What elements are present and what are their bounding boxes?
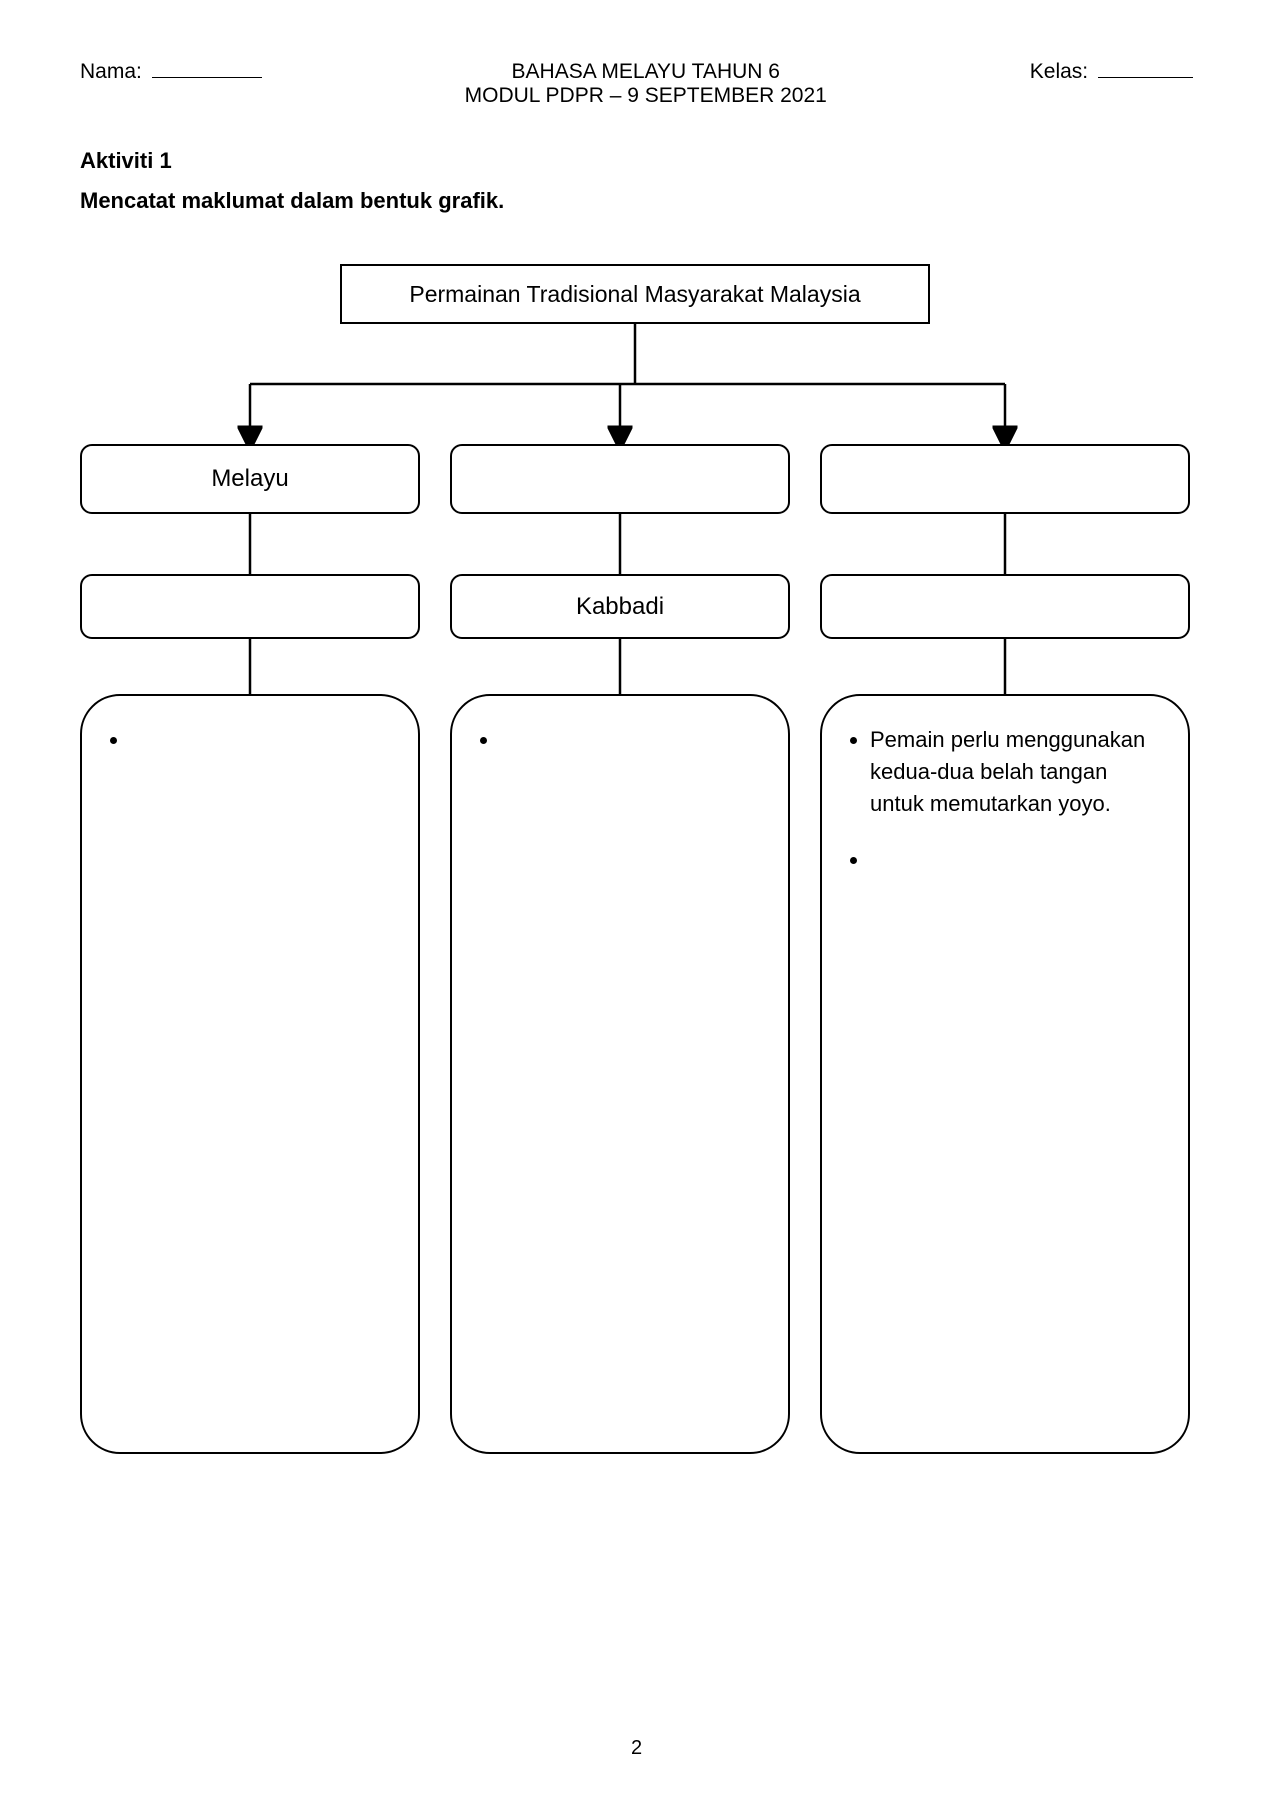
root-title-box: Permainan Tradisional Masyarakat Malaysi… bbox=[340, 264, 930, 324]
graphic-organizer: Permainan Tradisional Masyarakat Malaysi… bbox=[80, 264, 1193, 1564]
category-box-1[interactable] bbox=[450, 444, 790, 514]
activity-description: Mencatat maklumat dalam bentuk grafik. bbox=[80, 188, 1193, 214]
name-field: Nama: bbox=[80, 60, 262, 84]
name-blank[interactable] bbox=[152, 77, 262, 78]
header-title-line2: MODUL PDPR – 9 SEPTEMBER 2021 bbox=[262, 84, 1030, 108]
detail-box-2[interactable]: Pemain perlu menggunakan kedua-dua belah… bbox=[820, 694, 1190, 1454]
game-box-0[interactable] bbox=[80, 574, 420, 639]
detail-item bbox=[870, 844, 1164, 876]
class-label: Kelas: bbox=[1030, 60, 1088, 83]
activity-title: Aktiviti 1 bbox=[80, 148, 1193, 174]
detail-box-0[interactable] bbox=[80, 694, 420, 1454]
class-blank[interactable] bbox=[1098, 77, 1193, 78]
header-title-line1: BAHASA MELAYU TAHUN 6 bbox=[262, 60, 1030, 84]
game-box-1[interactable]: Kabbadi bbox=[450, 574, 790, 639]
game-box-2[interactable] bbox=[820, 574, 1190, 639]
detail-box-1[interactable] bbox=[450, 694, 790, 1454]
detail-item: Pemain perlu menggunakan kedua-dua belah… bbox=[870, 724, 1164, 820]
category-box-0[interactable]: Melayu bbox=[80, 444, 420, 514]
header-title: BAHASA MELAYU TAHUN 6 MODUL PDPR – 9 SEP… bbox=[262, 60, 1030, 108]
page-number: 2 bbox=[0, 1737, 1273, 1760]
class-field: Kelas: bbox=[1030, 60, 1193, 84]
category-box-2[interactable] bbox=[820, 444, 1190, 514]
page-header: Nama: BAHASA MELAYU TAHUN 6 MODUL PDPR –… bbox=[80, 60, 1193, 108]
name-label: Nama: bbox=[80, 60, 142, 83]
